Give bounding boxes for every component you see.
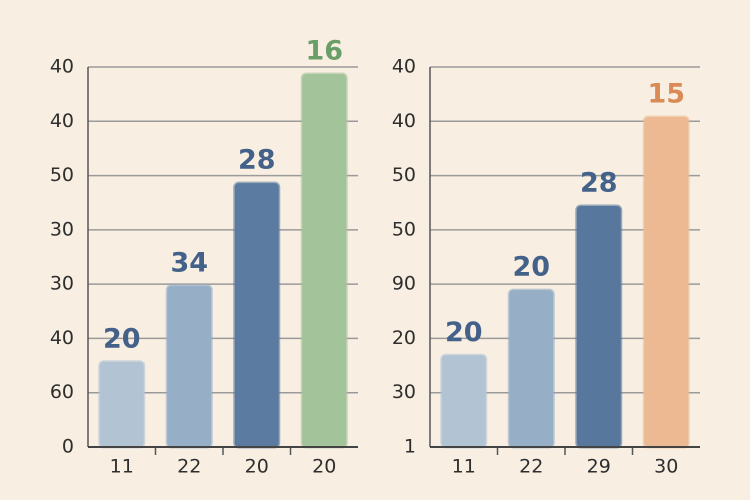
y-tick-label: 40: [392, 110, 416, 132]
bar-label: 16: [305, 36, 343, 67]
x-tick-label: 11: [110, 456, 134, 478]
y-tick-label: 1: [404, 436, 416, 458]
y-tick-label: 40: [392, 56, 416, 78]
y-tick-label: 40: [50, 56, 74, 78]
y-tick-label: 30: [392, 381, 416, 403]
x-tick-label: 29: [587, 456, 611, 478]
bar-label: 20: [445, 317, 483, 348]
bar-label: 20: [103, 323, 141, 354]
x-tick-label: 30: [654, 456, 678, 478]
y-tick-label: 30: [50, 273, 74, 295]
bar: [642, 115, 690, 449]
bar-label: 20: [512, 252, 550, 283]
y-tick-label: 20: [392, 327, 416, 349]
x-tick-label: 20: [245, 456, 269, 478]
y-tick-label: 50: [392, 218, 416, 240]
bar-label: 34: [170, 247, 208, 278]
bar-label: 15: [647, 78, 685, 109]
y-tick-label: 50: [392, 164, 416, 186]
y-tick-label: 30: [50, 218, 74, 240]
y-tick-label: 50: [50, 164, 74, 186]
bar: [507, 288, 555, 449]
x-tick-label: 22: [177, 456, 201, 478]
y-tick-label: 60: [50, 381, 74, 403]
y-tick-label: 40: [50, 110, 74, 132]
x-tick-label: 11: [452, 456, 476, 478]
bar-label: 28: [238, 145, 276, 176]
bar: [233, 181, 281, 449]
bar: [165, 284, 213, 449]
bar: [300, 72, 348, 449]
bar: [98, 360, 146, 449]
y-tick-label: 0: [62, 436, 74, 458]
y-tick-label: 40: [50, 327, 74, 349]
x-tick-label: 20: [312, 456, 336, 478]
bar-label: 28: [580, 167, 618, 198]
x-tick-label: 22: [519, 456, 543, 478]
bar: [440, 353, 488, 449]
y-tick-label: 90: [392, 273, 416, 295]
bar: [575, 204, 623, 449]
